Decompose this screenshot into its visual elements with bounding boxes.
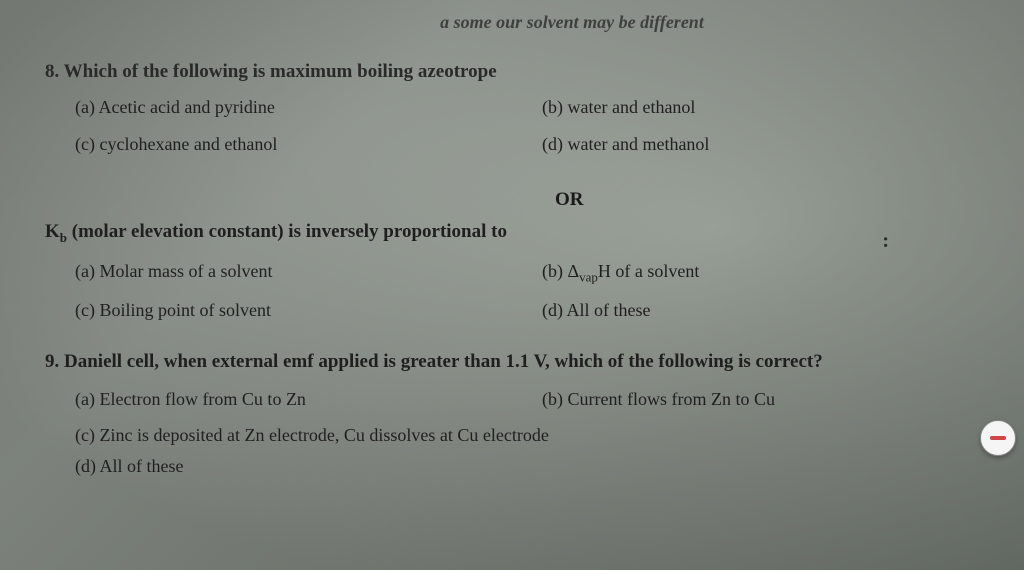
zoom-out-button[interactable]: [980, 420, 1016, 456]
q8-option-b: (b) water and ethanol: [542, 93, 979, 122]
question-9: 9. Daniell cell, when external emf appli…: [45, 349, 979, 482]
q9-options-row1: (a) Electron flow from Cu to Zn (b) Curr…: [45, 385, 979, 414]
q8-number: 8.: [45, 61, 59, 82]
question-8: 8. Which of the following is maximum boi…: [45, 61, 979, 159]
partial-cutoff-text: a some our solvent may be different: [45, 12, 979, 33]
question-9-text: 9. Daniell cell, when external emf appli…: [45, 349, 979, 376]
q8alt-b-sub: vap: [579, 269, 598, 284]
or-separator-container: OR: [45, 183, 979, 219]
q8alt-subscript: b: [60, 229, 67, 244]
or-separator: OR: [555, 189, 584, 211]
q8alt-options: (a) Molar mass of a solvent (b) ΔvapH of…: [45, 257, 979, 325]
q8-options: (a) Acetic acid and pyridine (b) water a…: [45, 93, 979, 159]
q8alt-symbol: K: [45, 221, 60, 242]
q9-option-a: (a) Electron flow from Cu to Zn: [75, 385, 512, 414]
q8-option-c: (c) cyclohexane and ethanol: [75, 130, 512, 159]
q9-option-b: (b) Current flows from Zn to Cu: [542, 385, 979, 414]
q9-number: 9.: [45, 351, 59, 372]
q8-option-d: (d) water and methanol: [542, 130, 979, 159]
q8alt-option-b: (b) ΔvapH of a solvent: [542, 257, 979, 288]
q8alt-text: Kb (molar elevation constant) is inverse…: [45, 219, 979, 247]
q8alt-b-pre: (b) Δ: [542, 261, 579, 281]
q8alt-option-c: (c) Boiling point of solvent: [75, 296, 512, 325]
page-content: a some our solvent may be different 8. W…: [45, 12, 979, 481]
q9-stem: Daniell cell, when external emf applied …: [64, 351, 823, 372]
stray-mark: :: [882, 230, 889, 253]
q8alt-option-a: (a) Molar mass of a solvent: [75, 257, 512, 288]
q8alt-b-post: H of a solvent: [598, 261, 699, 281]
question-8-alt: Kb (molar elevation constant) is inverse…: [45, 219, 979, 325]
q9-option-c: (c) Zinc is deposited at Zn electrode, C…: [45, 420, 979, 451]
q8alt-stem: (molar elevation constant) is inversely …: [67, 221, 507, 242]
q8-stem: Which of the following is maximum boilin…: [64, 61, 497, 82]
question-8-text: 8. Which of the following is maximum boi…: [45, 61, 979, 83]
q9-option-d: (d) All of these: [45, 451, 979, 482]
q8-option-a: (a) Acetic acid and pyridine: [75, 93, 512, 122]
q8alt-option-d: (d) All of these: [542, 296, 979, 325]
